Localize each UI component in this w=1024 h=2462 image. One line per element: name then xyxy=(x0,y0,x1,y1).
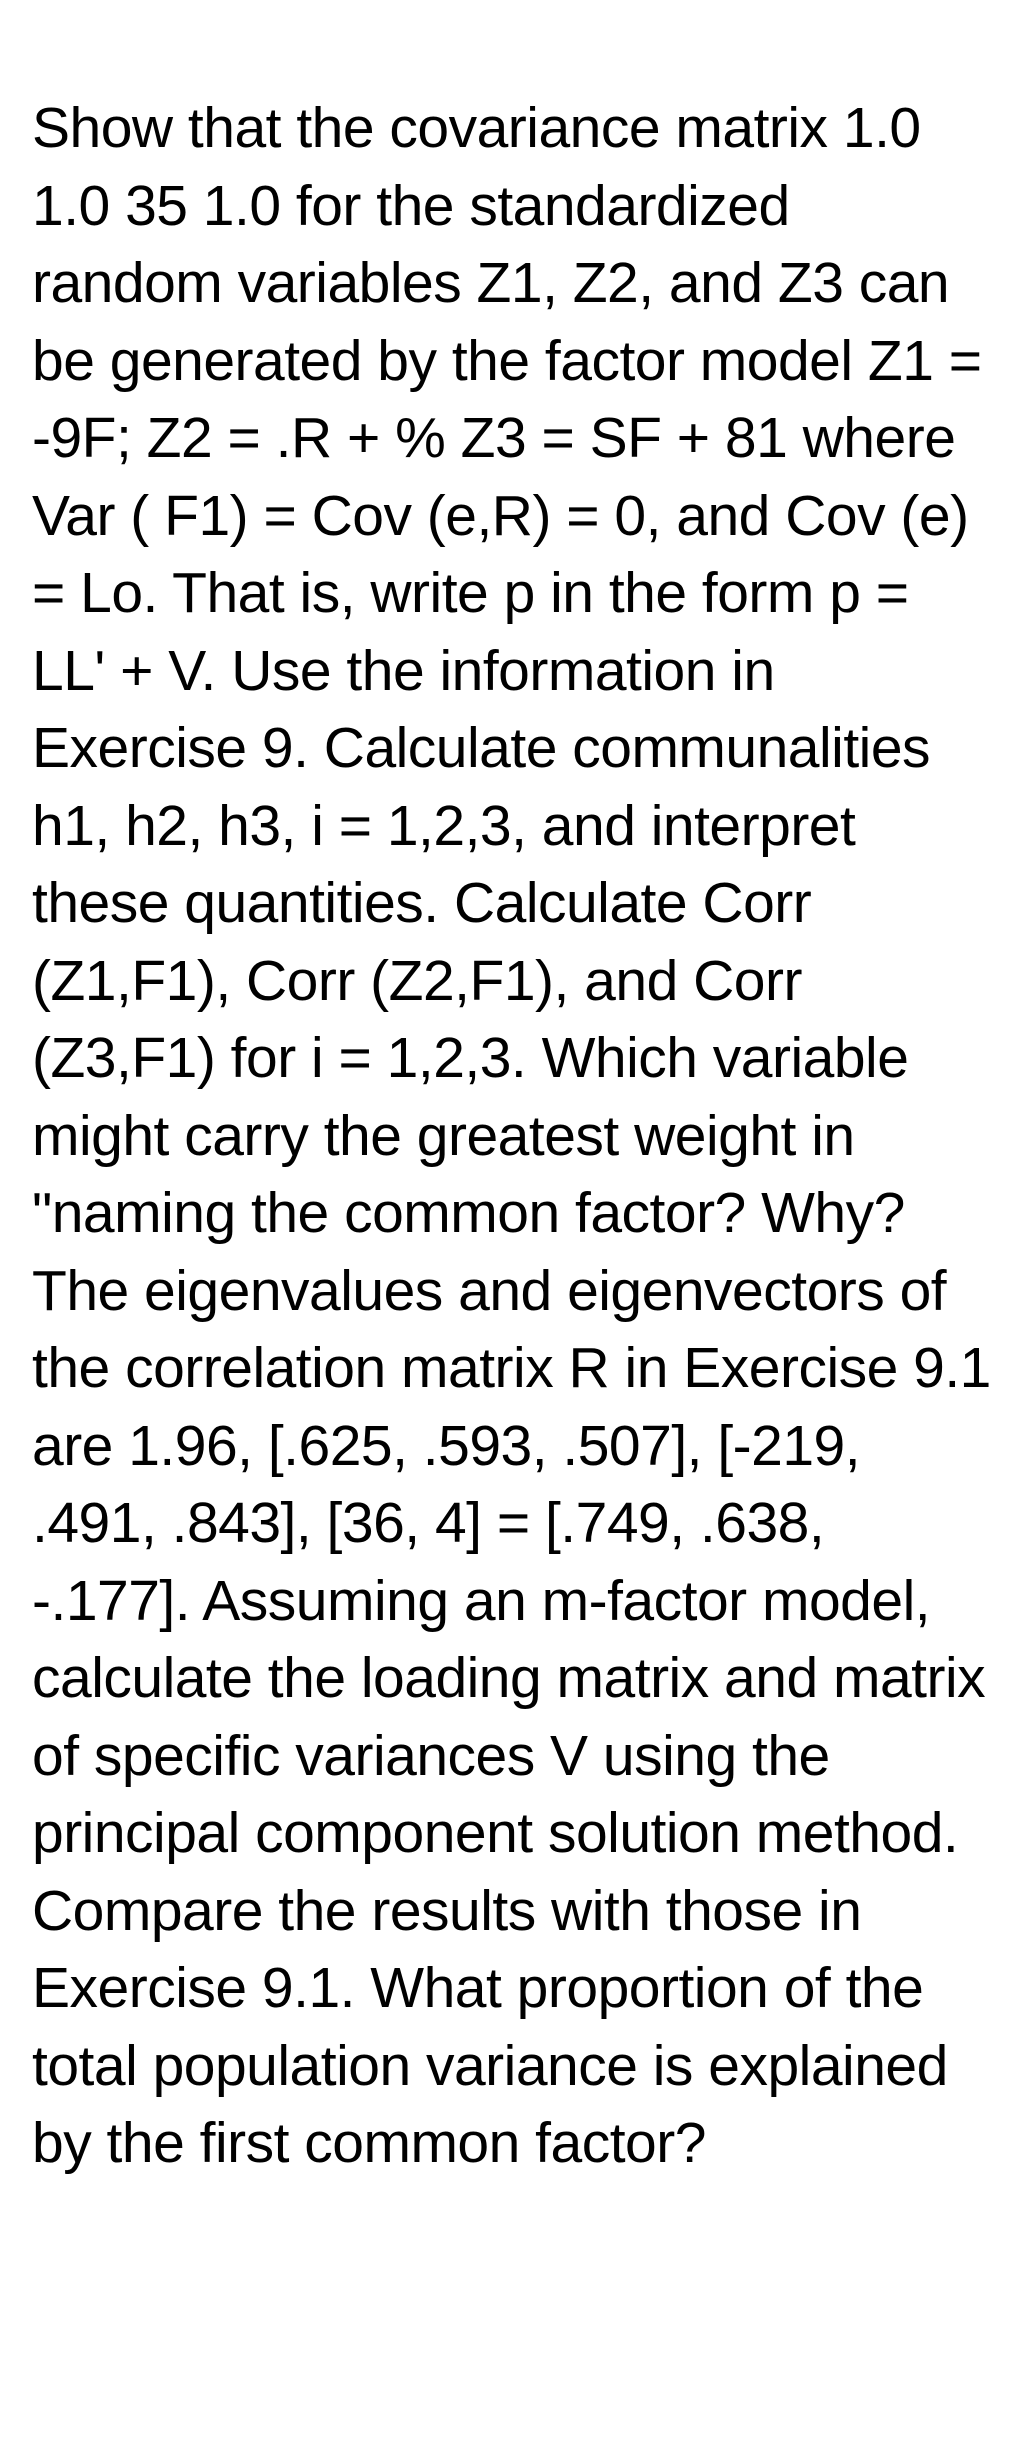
document-body-text: Show that the covariance matrix 1.0 1.0 … xyxy=(32,90,992,2183)
